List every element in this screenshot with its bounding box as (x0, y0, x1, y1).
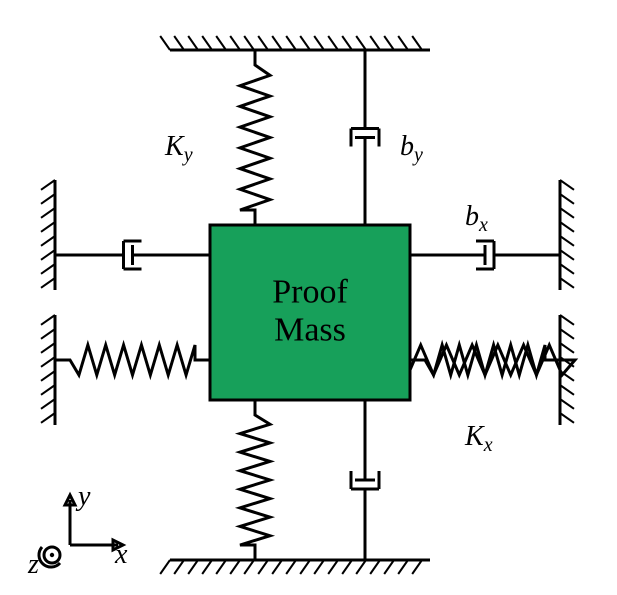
axis-x-label: x (114, 539, 128, 570)
proof-mass-label-2: Mass (274, 312, 346, 349)
diagram-svg: ProofMass Ky by bx Kx yx z (0, 0, 617, 595)
label-Ky: Ky (164, 131, 193, 166)
label-bx: bx (465, 201, 488, 236)
axis-y-label: y (75, 481, 91, 512)
axis-z-label: z (27, 549, 39, 580)
label-by: by (400, 131, 423, 166)
proof-mass-label-1: Proof (272, 274, 348, 311)
label-Kx: Kx (464, 421, 493, 456)
